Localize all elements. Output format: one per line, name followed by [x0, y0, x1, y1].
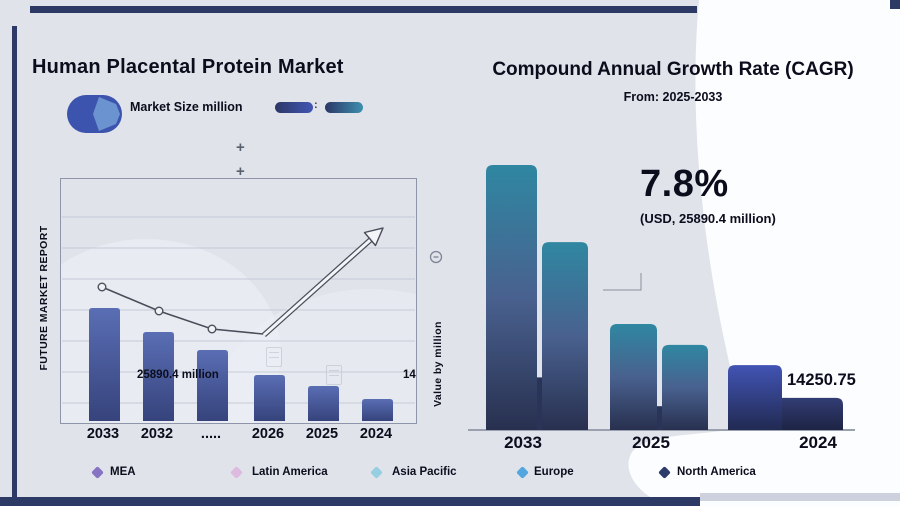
market-size-bar-2024	[362, 398, 393, 421]
cagr-bar-2024-2	[783, 397, 843, 430]
left-navy-strip	[12, 26, 17, 497]
cagr-bars	[486, 165, 843, 430]
cagr-bar-2033-1	[486, 165, 537, 430]
market-size-bar-2026	[254, 375, 285, 421]
market-size-cylinder-icon	[67, 95, 122, 133]
start-value-label: 25890.4 million	[137, 369, 219, 381]
plus-mark-2: +	[236, 163, 245, 180]
left-x-label-2033: 2033	[86, 426, 120, 442]
cagr-bar-2033-2	[542, 242, 588, 430]
top-navy-strip	[30, 6, 697, 13]
legend-label-asia-pacific: Asia Pacific	[392, 466, 457, 478]
left-x-label-2026: 2026	[251, 426, 285, 442]
callout-value: 14250.75	[787, 371, 856, 389]
clipboard-watermark-icon	[266, 347, 282, 367]
market-size-bar-2025	[308, 385, 339, 421]
left-chart-title: Human Placental Protein Market	[32, 56, 344, 78]
top-right-navy-corner	[890, 0, 900, 9]
market-size-bar-.....	[197, 350, 228, 421]
bottom-navy-strip	[0, 497, 700, 506]
trend-line-and-arrow	[97, 227, 384, 338]
cagr-detail: (USD, 25890.4 million)	[640, 211, 776, 226]
arrowhead	[363, 227, 384, 247]
gridlines	[62, 216, 415, 404]
clipboard-watermark-icon	[326, 365, 342, 385]
cagr-value: 7.8%	[640, 163, 729, 205]
plus-mark-1: +	[236, 139, 245, 156]
ratio-separator: :	[314, 99, 318, 111]
right-x-label-2024: 2024	[799, 433, 837, 452]
market-size-bar-2033	[89, 308, 120, 421]
market-size-bars	[89, 308, 393, 421]
legend-label-mea: MEA	[110, 466, 136, 478]
legend-label-latin-america: Latin America	[252, 466, 328, 478]
cagr-bar-2025-2	[662, 344, 708, 430]
left-x-label-2024: 2024	[359, 426, 393, 442]
left-chart-plot	[62, 216, 415, 421]
right-chart-title: Compound Annual Growth Rate (CAGR)	[492, 59, 854, 80]
bottom-right-gray-strip	[700, 493, 900, 501]
left-x-label-2032: 2032	[140, 426, 174, 442]
right-chart-subtitle: From: 2025-2033	[623, 90, 723, 104]
callout-bracket-line	[603, 273, 642, 291]
left-x-label-2025: 2025	[305, 426, 339, 442]
legend-label-north-america: North America	[677, 466, 756, 478]
right-x-label-2025: 2025	[632, 433, 670, 452]
ratio-pill-left	[275, 102, 313, 113]
market-size-bar-2032	[143, 331, 174, 421]
legend-label-europe: Europe	[534, 466, 574, 478]
left-chart-area: 25890.4 million 14250.75 million	[60, 178, 417, 424]
ratio-pill-right	[325, 102, 363, 113]
right-x-label-2033: 2033	[504, 433, 542, 452]
end-value-label: 14250.75 million	[403, 369, 416, 381]
cagr-bar-2025-1	[610, 324, 657, 430]
side-brand-label: FUTURE MARKET REPORT	[38, 225, 50, 371]
right-chart-plot	[468, 165, 855, 431]
cagr-bar-2024-1	[728, 365, 782, 430]
left-x-label-dots: .....	[200, 426, 222, 442]
white-sweep-shape	[628, 0, 900, 506]
value-axis-label: Value by million	[432, 321, 444, 407]
market-size-label: Market Size million	[130, 100, 243, 114]
clock-icon	[429, 250, 443, 264]
